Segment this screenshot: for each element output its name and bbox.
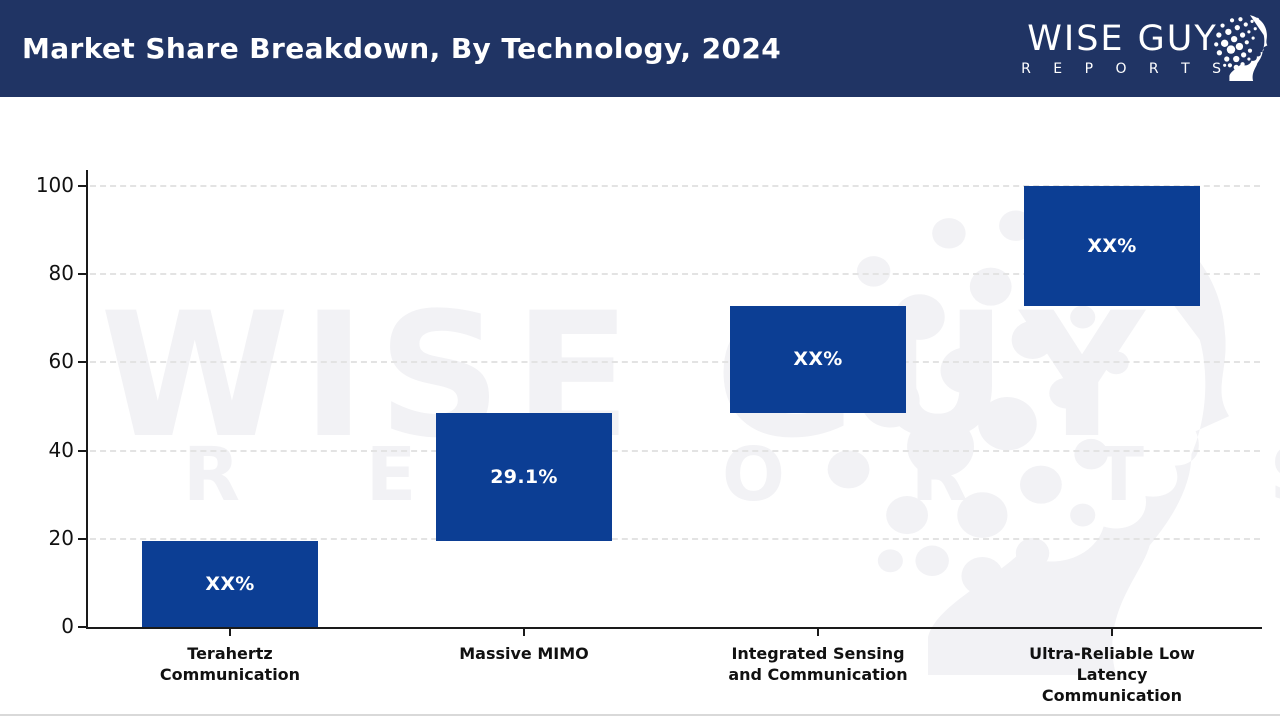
logo-name: WISE GUY (1027, 18, 1218, 59)
gridline (90, 449, 1260, 452)
y-axis-tick (78, 537, 87, 540)
bottom-divider (0, 714, 1280, 716)
y-axis-tick (78, 185, 87, 187)
page-title: Market Share Breakdown, By Technology, 2… (22, 32, 782, 65)
y-axis-tick (78, 361, 87, 364)
logo-wordmark: WISE GUY R E P O R T S (1015, 18, 1230, 77)
y-axis-tick (78, 626, 87, 628)
gridline (90, 185, 1260, 187)
bar: XX% (142, 541, 318, 627)
x-tick-label-line: Latency (1076, 665, 1148, 684)
y-axis-tick (78, 449, 87, 452)
x-axis-tick (523, 629, 525, 636)
bar: XX% (730, 305, 906, 413)
x-tick-label-line: Communication (159, 665, 301, 684)
y-tick-label: 60 (48, 349, 74, 374)
x-axis-line (86, 627, 1262, 629)
x-tick-label: Integrated Sensing and Communication (672, 643, 964, 685)
x-tick-label: Massive MIMO (378, 643, 670, 664)
x-axis-tick (817, 629, 819, 636)
y-tick-label: 80 (48, 261, 74, 286)
x-tick-label-line: Terahertz (187, 644, 273, 663)
y-tick-label: 20 (48, 525, 74, 550)
bar-value-label: XX% (205, 572, 255, 595)
bar: 29.1% (436, 412, 612, 541)
gridline (90, 273, 1260, 276)
header-band: Market Share Breakdown, By Technology, 2… (0, 0, 1280, 97)
x-tick-label-line: Integrated Sensing (731, 644, 905, 663)
x-tick-label: Terahertz Communication (84, 643, 376, 685)
bar: XX% (1024, 186, 1200, 306)
x-tick-label-line: Communication (1041, 686, 1183, 705)
y-axis-tick (78, 273, 87, 276)
bar-value-label: XX% (793, 348, 843, 371)
x-tick-label: Ultra-Reliable Low Latency Communication (966, 643, 1258, 706)
x-tick-label-line: Ultra-Reliable Low (1029, 644, 1195, 663)
bar-value-label: 29.1% (490, 465, 558, 488)
y-axis-line (86, 170, 88, 629)
y-tick-label: 0 (61, 614, 74, 638)
bar-value-label: XX% (1087, 234, 1137, 257)
y-tick-label: 100 (35, 173, 74, 197)
y-tick-label: 40 (48, 437, 74, 462)
x-axis-tick (229, 629, 231, 636)
logo-subtitle: R E P O R T S (1021, 60, 1230, 77)
gridline (90, 361, 1260, 364)
brand-logo: WISE GUY R E P O R T S (1015, 6, 1270, 92)
x-axis-tick (1111, 629, 1113, 636)
logo-dotted-head-icon (1214, 15, 1268, 81)
x-tick-label-line: and Communication (728, 665, 908, 684)
x-tick-label-line: Massive MIMO (459, 644, 589, 663)
gridline (90, 537, 1260, 540)
